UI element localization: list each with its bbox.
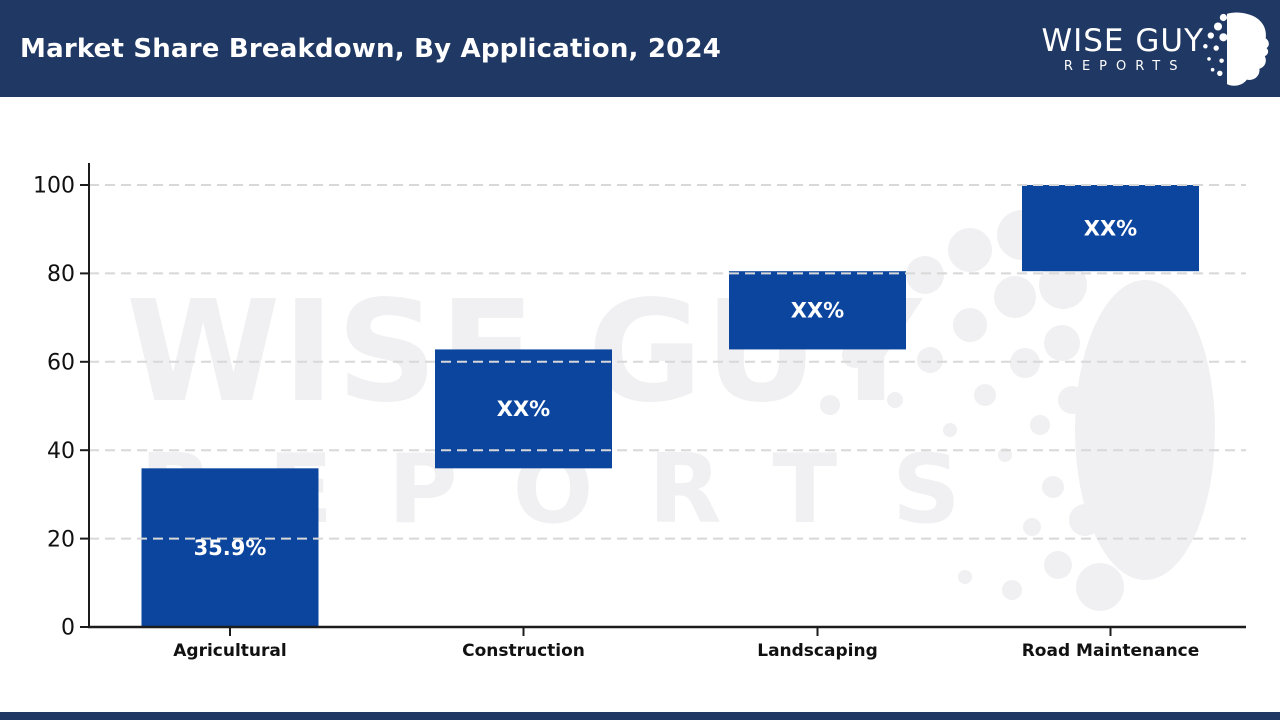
y-tick-label-40: 40 bbox=[47, 439, 75, 464]
bar-value-label-landscaping: XX% bbox=[791, 299, 844, 323]
chart-area: WISE GUY REPORTS 35.9% XX% XX% XX% 0 20 40 60 80… bbox=[0, 97, 1280, 712]
page-title: Market Share Breakdown, By Application, … bbox=[20, 33, 722, 64]
bar-value-label-agricultural: 35.9% bbox=[194, 536, 267, 560]
y-tick-label-0: 0 bbox=[61, 616, 75, 641]
bar-construction bbox=[435, 349, 612, 469]
y-tick-label-60: 60 bbox=[47, 351, 75, 376]
bar-value-label-road-maintenance: XX% bbox=[1084, 216, 1137, 240]
header: Market Share Breakdown, By Application, … bbox=[0, 0, 1280, 97]
brand-subtitle: REPORTS bbox=[1063, 59, 1187, 75]
bar-road-maintenance bbox=[1022, 185, 1199, 272]
y-tick-label-100: 100 bbox=[33, 174, 75, 199]
footer-bar bbox=[0, 712, 1280, 720]
bar-value-label-construction: XX% bbox=[497, 397, 550, 421]
y-tick-label-80: 80 bbox=[47, 262, 75, 287]
x-category-label-agricultural: Agricultural bbox=[173, 641, 286, 661]
brand-name: WISE GUY bbox=[1041, 22, 1204, 59]
bar-landscaping bbox=[729, 271, 906, 350]
x-category-label-construction: Construction bbox=[462, 641, 585, 661]
x-category-label-road-maintenance: Road Maintenance bbox=[1022, 641, 1200, 661]
brand-logo: WISE GUY REPORTS bbox=[1041, 4, 1272, 94]
brand-logo-text: WISE GUY REPORTS bbox=[1041, 24, 1204, 74]
brand-face-icon bbox=[1203, 12, 1269, 86]
y-tick-label-20: 20 bbox=[47, 527, 75, 552]
x-category-label-landscaping: Landscaping bbox=[757, 641, 878, 661]
bar-agricultural bbox=[141, 468, 319, 627]
